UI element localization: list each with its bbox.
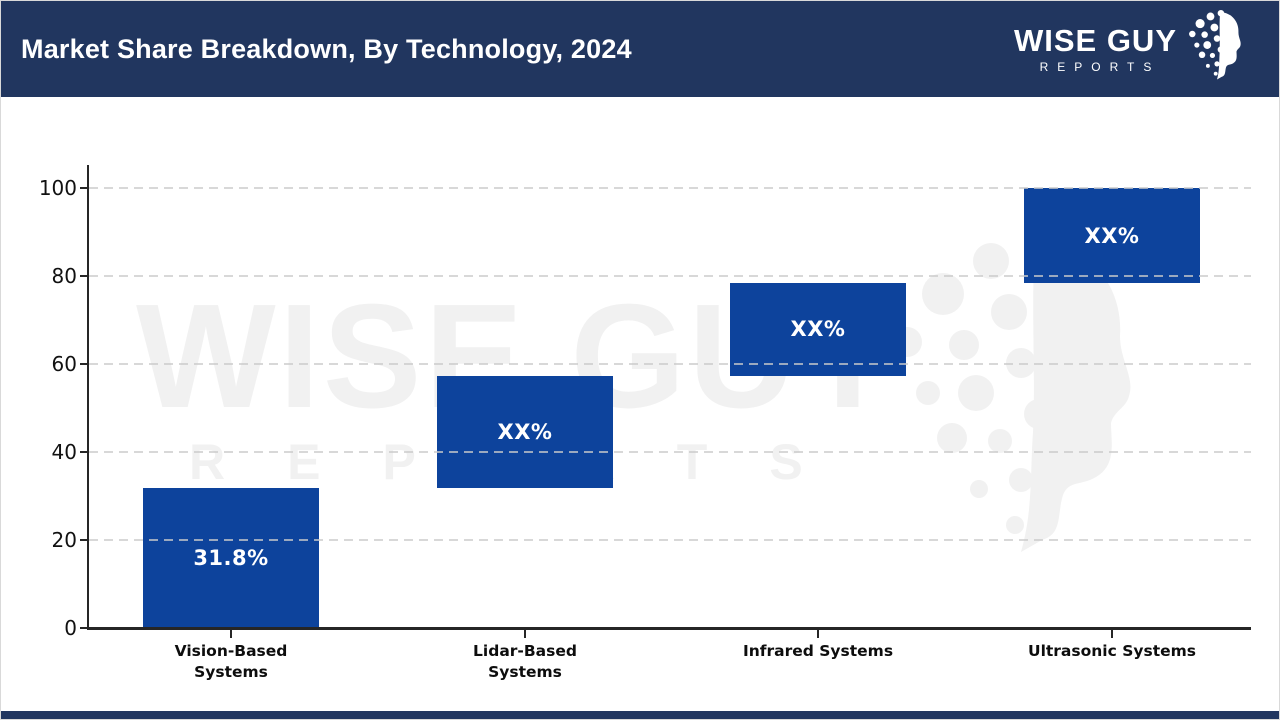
y-axis-tick-label: 20 xyxy=(51,528,77,552)
footer-bar xyxy=(1,711,1279,719)
y-axis-tick-label: 60 xyxy=(51,352,77,376)
y-axis-tick xyxy=(80,539,89,541)
bar-value-label: 31.8% xyxy=(193,546,269,571)
gridline-40 xyxy=(89,451,1251,453)
logo-text: WISE GUY REPORTS xyxy=(1014,25,1177,73)
gridline-60 xyxy=(89,363,1251,365)
x-axis-category-label: Vision-Based Systems xyxy=(174,642,288,681)
x-axis-tick xyxy=(817,630,819,638)
y-axis-tick xyxy=(80,187,89,189)
x-axis-category-label: Infrared Systems xyxy=(742,642,894,660)
x-axis-category-label: Lidar-Based Systems xyxy=(473,642,577,681)
logo-head-icon xyxy=(1181,8,1253,90)
y-axis-tick xyxy=(80,363,89,365)
chart-title: Market Share Breakdown, By Technology, 2… xyxy=(21,33,632,64)
logo: WISE GUY REPORTS xyxy=(1014,8,1253,90)
y-axis-tick-label: 0 xyxy=(64,616,77,640)
y-axis-tick xyxy=(80,627,89,629)
logo-name: WISE GUY xyxy=(1013,23,1177,58)
bar-value-label: XX% xyxy=(790,317,846,342)
bar-infrared-systems: XX% xyxy=(730,283,906,376)
bar-value-label: XX% xyxy=(1084,223,1140,248)
watermark-head-icon xyxy=(871,219,1171,589)
logo-tagline: REPORTS xyxy=(1039,60,1161,74)
x-axis-tick xyxy=(524,630,526,638)
x-axis-tick xyxy=(1111,630,1113,638)
bar-ultrasonic-systems: XX% xyxy=(1024,188,1200,284)
x-axis-category-label: Ultrasonic Systems xyxy=(1027,642,1196,660)
gridline-100 xyxy=(89,187,1251,189)
y-axis-tick-label: 80 xyxy=(51,264,77,288)
bar-lidar-based-systems: XX% xyxy=(437,375,613,489)
y-axis-tick xyxy=(80,275,89,277)
gridline-80 xyxy=(89,275,1251,277)
y-axis-line xyxy=(87,165,89,630)
y-axis-tick-label: 40 xyxy=(51,440,77,464)
gridline-20 xyxy=(89,539,1251,541)
bar-value-label: XX% xyxy=(497,419,553,444)
y-axis-tick xyxy=(80,451,89,453)
y-axis-tick-label: 100 xyxy=(38,176,77,200)
x-axis-tick xyxy=(230,630,232,638)
header: Market Share Breakdown, By Technology, 2… xyxy=(1,1,1279,97)
x-axis-line xyxy=(87,627,1251,630)
bar-vision-based-systems: 31.8% xyxy=(143,488,319,628)
